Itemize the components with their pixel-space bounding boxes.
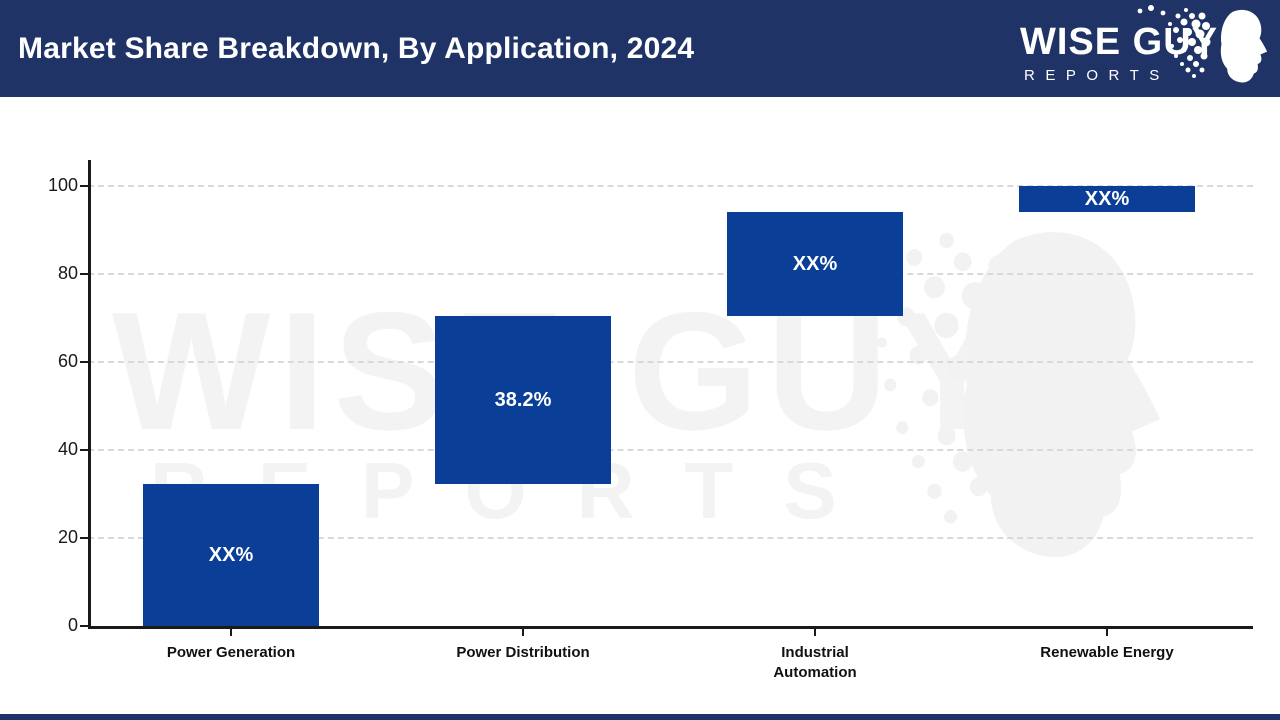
y-tick-label: 20 [57,527,78,547]
x-tick-mark [522,629,524,636]
bar-value-label: XX% [792,252,838,275]
y-tick-label: 100 [47,175,78,195]
x-category-label: Power Generation [166,644,296,661]
y-tick-mark [80,361,88,363]
gridline-100 [88,185,1253,187]
y-tick-mark [80,625,88,627]
head-profile-dots-icon [1166,8,1268,83]
gridline-40 [88,449,1253,451]
y-tick-mark [80,537,88,539]
x-category-label: Industrial Automation [773,644,857,681]
x-category-label: Renewable Energy [1040,644,1174,661]
svg-text:REPORTS: REPORTS [1024,67,1170,84]
gridline-60 [88,361,1253,363]
x-category-label: Power Distribution [456,644,590,661]
y-tick-mark [80,185,88,187]
x-axis [88,626,1253,629]
y-tick-label: 60 [57,351,78,371]
header: Market Share Breakdown, By Application, … [0,0,1280,97]
x-tick-mark [230,629,232,636]
x-tick-mark [814,629,816,636]
bar-segment-power-generation: XX% [143,483,319,626]
x-tick-mark [1106,629,1108,636]
bar-value-label: XX% [208,543,254,566]
bar-segment-renewable-energy: XX% [1019,186,1195,212]
y-tick-label: 40 [57,439,78,459]
y-tick-mark [80,273,88,275]
gridline-20 [88,537,1253,539]
y-tick-mark [80,449,88,451]
footer-bar [0,714,1280,720]
bar-segment-power-distribution: 38.2% [435,315,611,484]
bar-value-label: 38.2% [494,388,552,411]
y-tick-label: 80 [57,263,78,283]
chart-area: WISE GUY REPORTS 0 20 40 60 80 100 XX% Power Ge… [0,97,1280,714]
page-title: Market Share Breakdown, By Application, … [18,31,695,65]
y-tick-label: 0 [67,615,78,635]
watermark-head-profile-dots-icon [877,232,1160,558]
bar-segment-industrial-automation: XX% [727,211,903,316]
brand-logo: WISE GUY REPORTS [1020,5,1268,84]
y-axis [88,160,91,629]
wiseguy-wordmark: WISE GUY REPORTS [1020,5,1218,84]
gridline-80 [88,273,1253,275]
bar-value-label: XX% [1084,187,1130,210]
svg-text:WISE GUY: WISE GUY [1020,21,1218,63]
